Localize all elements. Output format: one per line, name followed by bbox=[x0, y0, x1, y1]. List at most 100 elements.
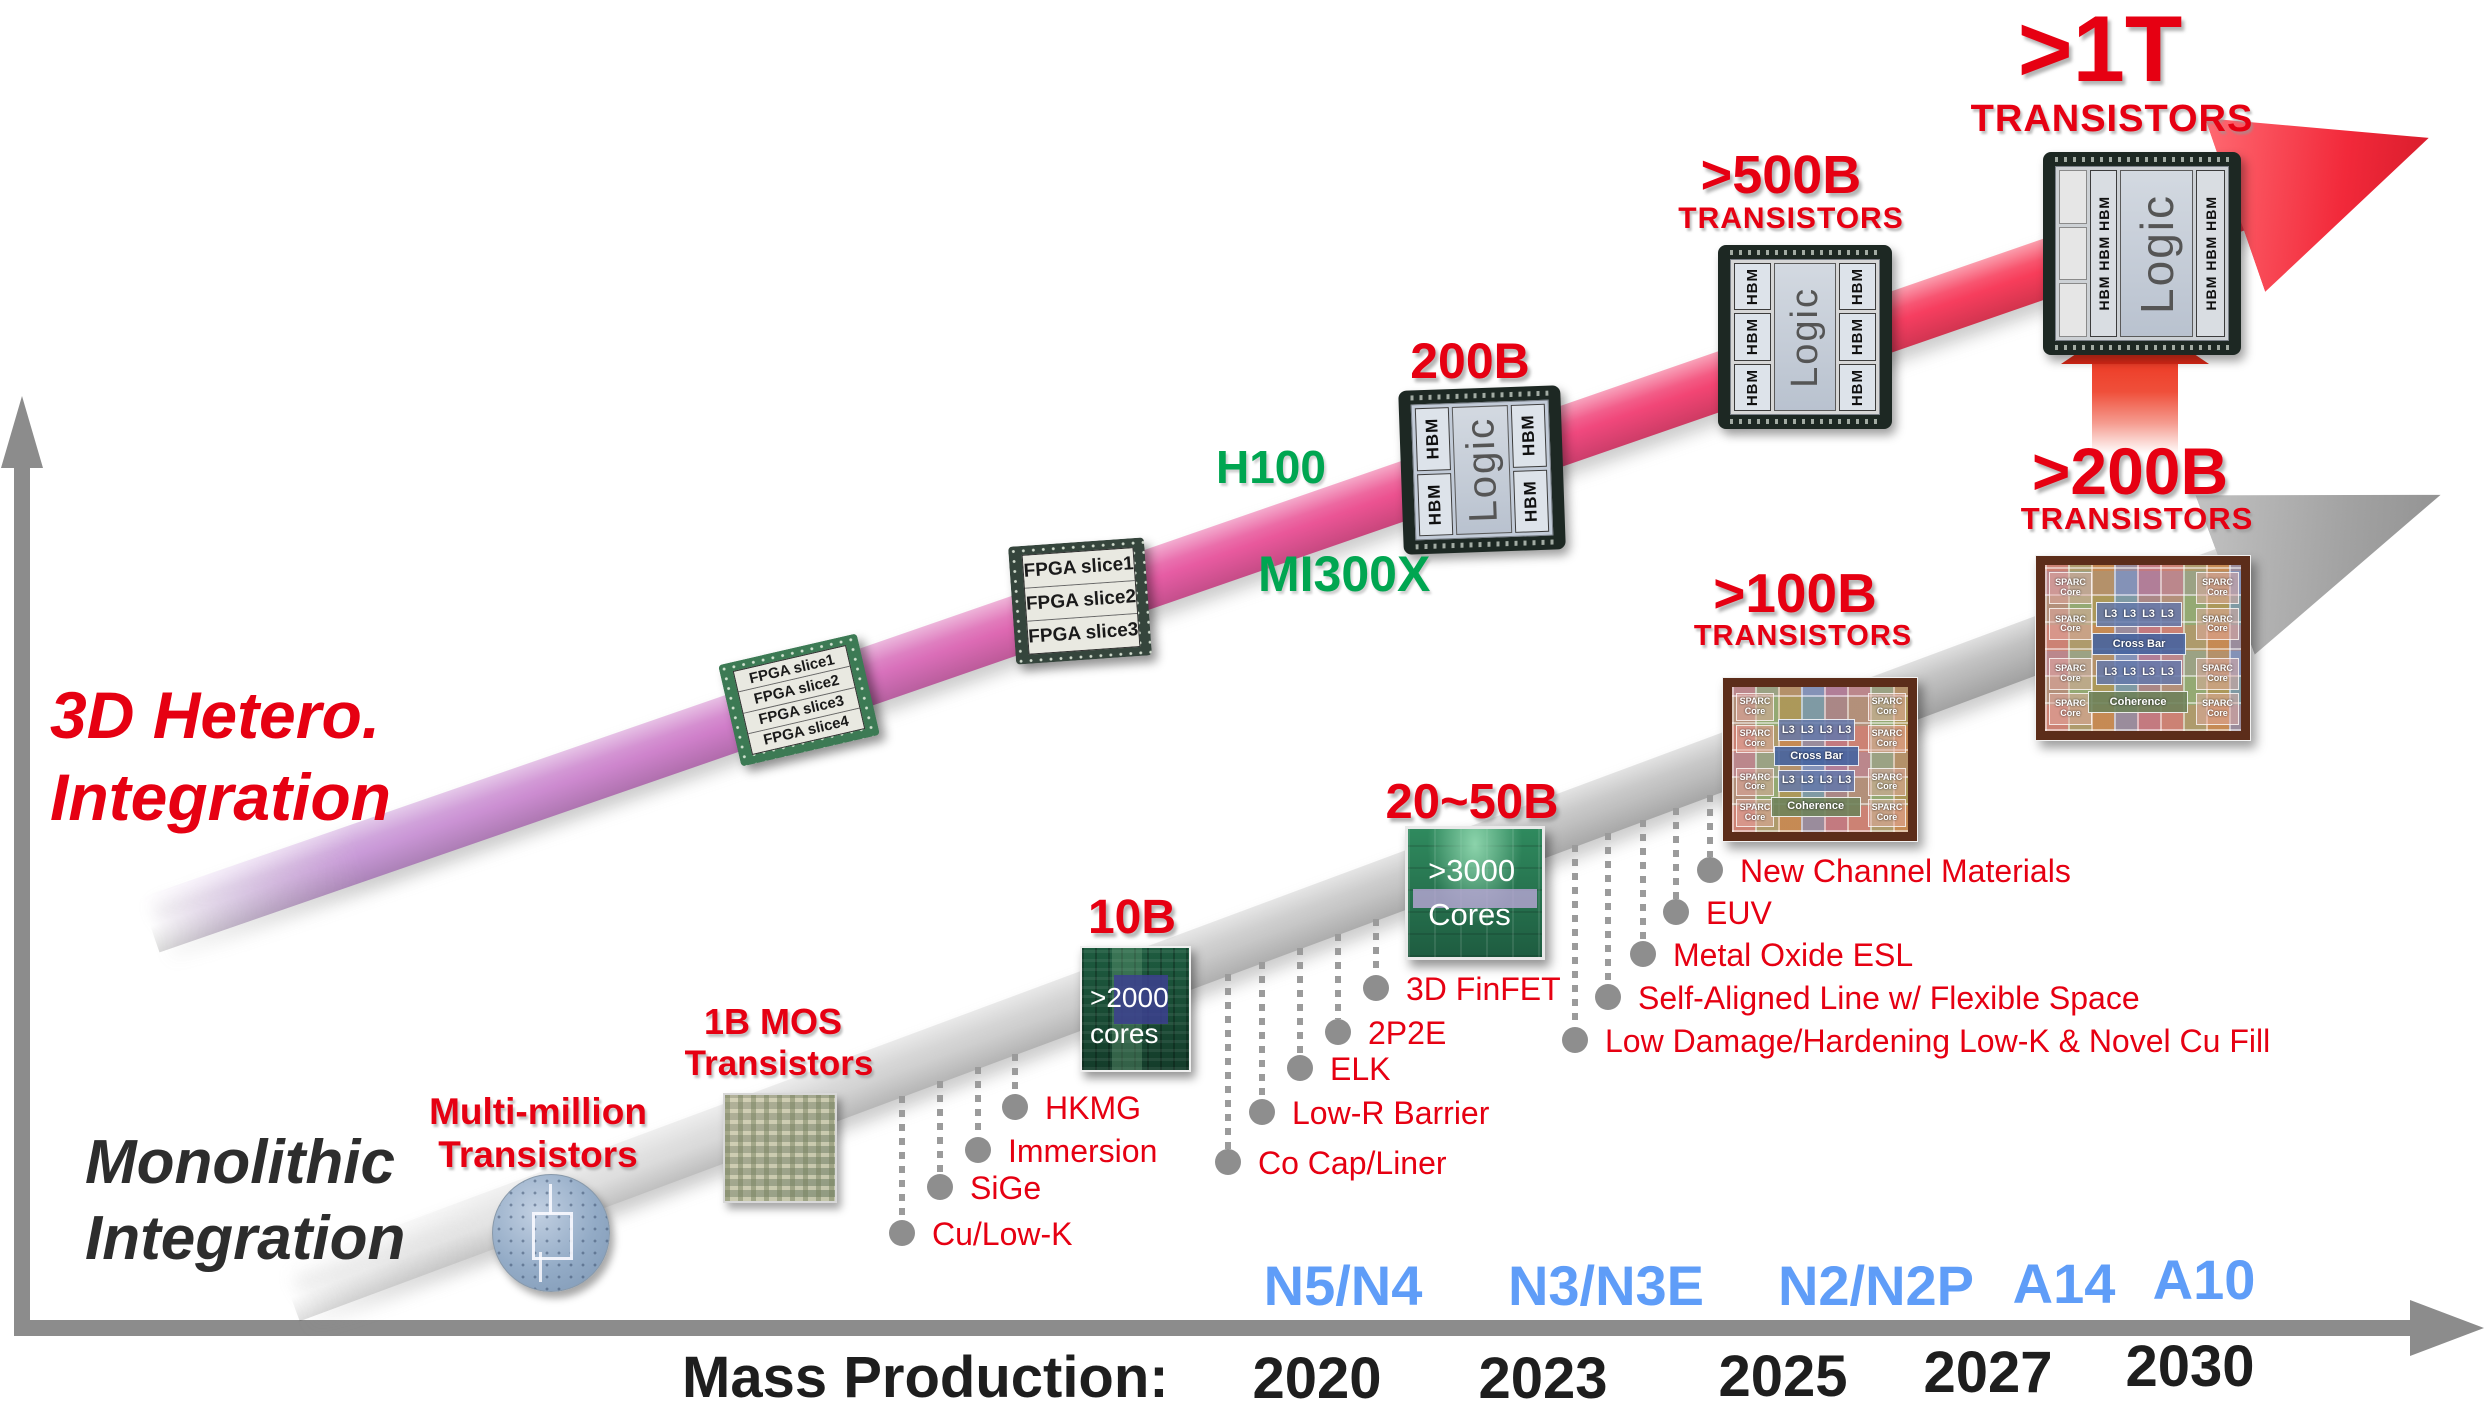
chip-200b-hbm-logic: HBM HBM Logic HBM HBM bbox=[1398, 385, 1566, 555]
milestone-dot bbox=[1663, 899, 1689, 925]
milestone-connector bbox=[1673, 808, 1679, 899]
chip-20-50b-die: >3000 Cores bbox=[1405, 826, 1545, 960]
milestone-connector bbox=[1259, 962, 1265, 1099]
logic-label: Logic bbox=[1457, 416, 1506, 524]
milestone-connector bbox=[1335, 934, 1341, 1019]
multi-million-line2: Transistors bbox=[438, 1134, 638, 1175]
mono-track-title-line2: Integration bbox=[85, 1204, 406, 1273]
node-n3n3e: N3/N3E bbox=[1507, 1254, 1705, 1317]
milestone-label: New Channel Materials bbox=[1740, 853, 2071, 889]
milestone-label: Cu/Low-K bbox=[932, 1216, 1073, 1252]
1b-mos-die-photo bbox=[723, 1093, 837, 1203]
milestone-connector bbox=[1012, 1054, 1018, 1094]
fpga-slice-label: FPGA slice3 bbox=[1027, 614, 1140, 654]
multi-million-line1: Multi-million bbox=[429, 1091, 647, 1132]
hbm-label: HBM bbox=[2202, 275, 2219, 311]
milestone-dot bbox=[1215, 1149, 1241, 1175]
hetero-band-arrowhead-icon bbox=[2205, 51, 2459, 292]
milestone-label: EUV bbox=[1706, 895, 1772, 931]
milestone-label: Self-Aligned Line w/ Flexible Space bbox=[1638, 980, 2140, 1016]
milestone-connector bbox=[1605, 833, 1611, 984]
node-a14: A14 bbox=[2012, 1252, 2116, 1315]
x-axis-arrowhead-icon bbox=[2410, 1300, 2484, 1356]
milestone-connector bbox=[1707, 795, 1713, 857]
milestone-dot bbox=[1002, 1094, 1028, 1120]
hbm-label: HBM bbox=[1422, 417, 1443, 461]
core-count-line: >3000 bbox=[1428, 853, 1516, 889]
count-200b-mono: >200B bbox=[2031, 434, 2229, 508]
milestone-connector bbox=[937, 1081, 943, 1174]
logic-label: Logic bbox=[2130, 193, 2183, 314]
coherence-label: Coherence bbox=[1787, 800, 1845, 813]
hbm-label: HBM bbox=[1520, 479, 1541, 523]
milestone-connector bbox=[1572, 845, 1578, 1027]
chip-500b-hbm-logic: HBM HBM HBM Logic HBM HBM HBM bbox=[1718, 245, 1892, 429]
crossbar-label: Cross Bar bbox=[1790, 749, 1843, 762]
count-1t: >1T bbox=[2017, 0, 2183, 101]
milestone-label: 3D FinFET bbox=[1406, 971, 1561, 1007]
hbm-label: HBM bbox=[1743, 368, 1761, 406]
year-2023: 2023 bbox=[1478, 1346, 1608, 1411]
coherence-label: Coherence bbox=[2109, 695, 2167, 708]
transistors-500b: TRANSISTORS bbox=[1678, 202, 1904, 235]
chip-10b-die: >2000 cores bbox=[1080, 946, 1191, 1072]
hbm-label: HBM bbox=[1849, 368, 1867, 406]
milestone-dot bbox=[889, 1220, 915, 1246]
milestone-dot bbox=[1562, 1027, 1588, 1053]
milestone-dot bbox=[1363, 975, 1389, 1001]
milestone-label: Co Cap/Liner bbox=[1258, 1145, 1447, 1181]
milestone-connector bbox=[1297, 948, 1303, 1055]
count-200b-chip: 200B bbox=[1410, 333, 1530, 389]
milestone-connector bbox=[1225, 974, 1231, 1149]
milestone-label: Low Damage/Hardening Low-K & Novel Cu Fi… bbox=[1605, 1023, 2271, 1059]
milestone-dot bbox=[1325, 1019, 1351, 1045]
gpu-h100-label: H100 bbox=[1216, 441, 1326, 493]
node-a10: A10 bbox=[2152, 1248, 2256, 1311]
gpu-mi300x-label: MI300X bbox=[1258, 546, 1431, 602]
milestone-label: ELK bbox=[1330, 1051, 1391, 1087]
hbm-label: HBM bbox=[2202, 236, 2219, 271]
milestone-label: Immersion bbox=[1008, 1133, 1158, 1169]
transistors-200b: TRANSISTORS bbox=[2020, 501, 2254, 536]
year-2027: 2027 bbox=[1923, 1340, 2053, 1405]
milestone-label: Low-R Barrier bbox=[1292, 1095, 1490, 1131]
hbm-label: HBM bbox=[1424, 483, 1445, 526]
node-n5n4: N5/N4 bbox=[1263, 1254, 1423, 1317]
milestone-label: HKMG bbox=[1045, 1090, 1141, 1126]
year-2020: 2020 bbox=[1252, 1346, 1382, 1411]
y-axis-line bbox=[14, 462, 30, 1336]
milestone-label: 2P2E bbox=[1368, 1015, 1447, 1051]
milestone-connector bbox=[1373, 919, 1379, 975]
fpga-3slice-chip: FPGA slice1 FPGA slice2 FPGA slice3 bbox=[1008, 537, 1152, 665]
hbm-label: HBM bbox=[1849, 268, 1867, 306]
y-axis-arrowhead-icon bbox=[1, 396, 43, 468]
count-10b: 10B bbox=[1087, 891, 1177, 944]
count-500b: >500B bbox=[1700, 145, 1862, 205]
chip-200b-mono-die: SPARC Core SPARC Core SPARC Core SPARC C… bbox=[2035, 555, 2251, 741]
multi-million-die-photo bbox=[492, 1174, 610, 1292]
hbm-label: HBM bbox=[1743, 268, 1761, 306]
logic-label: Logic bbox=[1783, 286, 1826, 388]
milestone-connector bbox=[899, 1096, 905, 1220]
hbm-label: HBM bbox=[1743, 318, 1761, 356]
hetero-track-title-line2: Integration bbox=[50, 760, 391, 834]
count-1b-mos-line1: 1B MOS bbox=[703, 1001, 843, 1042]
milestone-dot bbox=[927, 1174, 953, 1200]
crossbar-label: Cross Bar bbox=[2112, 637, 2166, 650]
milestone-connector bbox=[1640, 820, 1646, 941]
milestone-dot bbox=[1287, 1055, 1313, 1081]
hbm-label: HBM bbox=[1518, 414, 1539, 457]
year-2030: 2030 bbox=[2125, 1334, 2255, 1399]
milestone-label: SiGe bbox=[970, 1170, 1042, 1206]
hetero-track-title-line1: 3D Hetero. bbox=[50, 678, 381, 752]
x-axis-line bbox=[18, 1320, 2414, 1336]
milestone-connector bbox=[975, 1067, 981, 1137]
chip-1t-hbm-logic: HBM HBM HBM Logic HBM HBM HBM bbox=[2043, 152, 2241, 355]
fpga-4slice-chip: FPGA slice1 FPGA slice2 FPGA slice3 FPGA… bbox=[718, 633, 880, 767]
transistors-1t: TRANSISTORS bbox=[1970, 98, 2254, 140]
mono-track-title-line1: Monolithic bbox=[85, 1128, 395, 1197]
core-count-line: >2000 bbox=[1090, 981, 1169, 1013]
node-n2n2p: N2/N2P bbox=[1777, 1254, 1975, 1317]
milestone-dot bbox=[1630, 941, 1656, 967]
